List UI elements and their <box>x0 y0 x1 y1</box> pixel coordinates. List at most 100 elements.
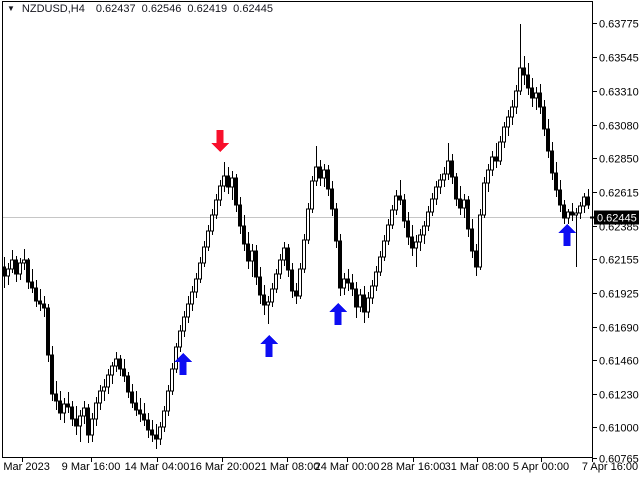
candle-down[interactable] <box>526 74 530 89</box>
candle-up[interactable] <box>6 268 10 277</box>
candle-down[interactable] <box>262 294 266 306</box>
candle-down[interactable] <box>130 391 134 404</box>
candle-up[interactable] <box>478 214 482 268</box>
symbol-dropdown-icon[interactable]: ▼ <box>7 4 15 13</box>
candle-down[interactable] <box>458 198 462 209</box>
candle-down[interactable] <box>294 290 298 297</box>
candle-up[interactable] <box>90 418 94 436</box>
candle-up[interactable] <box>342 278 346 289</box>
candle-down[interactable] <box>126 375 130 393</box>
candle-down[interactable] <box>154 434 158 440</box>
candle-up[interactable] <box>302 239 306 270</box>
candle-down[interactable] <box>330 188 334 210</box>
candle-down[interactable] <box>558 189 562 206</box>
candle-up[interactable] <box>222 175 226 187</box>
candle-down[interactable] <box>338 240 342 289</box>
candle-up[interactable] <box>446 160 450 175</box>
candle-down[interactable] <box>14 259 18 275</box>
candle-up[interactable] <box>206 230 210 248</box>
candle-down[interactable] <box>346 278 350 284</box>
candle-up[interactable] <box>210 214 214 232</box>
candle-up[interactable] <box>270 288 274 303</box>
candle-down[interactable] <box>562 204 566 219</box>
candle-down[interactable] <box>238 204 242 227</box>
candle-up[interactable] <box>214 199 218 216</box>
candle-up[interactable] <box>578 205 582 214</box>
candle-up[interactable] <box>170 368 174 392</box>
candle-up[interactable] <box>198 262 202 280</box>
candle-down[interactable] <box>350 282 354 290</box>
candle-up[interactable] <box>430 198 434 213</box>
candle-down[interactable] <box>450 160 454 178</box>
candle-up[interactable] <box>18 262 22 275</box>
candle-down[interactable] <box>554 172 558 191</box>
candle-up[interactable] <box>506 116 510 128</box>
candle-up[interactable] <box>282 247 286 261</box>
candle-up[interactable] <box>386 224 390 242</box>
candle-up[interactable] <box>158 426 162 440</box>
candle-up[interactable] <box>186 303 190 318</box>
candle-up[interactable] <box>314 166 318 182</box>
candle-up[interactable] <box>438 179 442 188</box>
candle-up[interactable] <box>502 126 506 143</box>
candle-down[interactable] <box>70 406 74 420</box>
candle-down[interactable] <box>570 211 574 216</box>
candle-down[interactable] <box>30 281 34 289</box>
candle-up[interactable] <box>202 246 206 264</box>
candle-up[interactable] <box>518 67 522 92</box>
candle-down[interactable] <box>42 303 46 309</box>
candle-up[interactable] <box>10 259 14 270</box>
candle-down[interactable] <box>334 208 338 242</box>
candle-up[interactable] <box>82 407 86 417</box>
candle-down[interactable] <box>354 288 358 308</box>
candle-down[interactable] <box>66 403 70 408</box>
candle-down[interactable] <box>466 199 470 230</box>
candle-down[interactable] <box>538 92 542 108</box>
candle-up[interactable] <box>322 169 326 179</box>
candle-down[interactable] <box>542 106 546 130</box>
candle-down[interactable] <box>54 393 58 402</box>
candle-down[interactable] <box>406 220 410 238</box>
sell-arrow-marker[interactable] <box>211 130 229 152</box>
buy-arrow-marker[interactable] <box>329 303 347 325</box>
candle-up[interactable] <box>582 196 586 207</box>
candle-down[interactable] <box>150 429 154 436</box>
candle-down[interactable] <box>530 87 534 99</box>
candle-down[interactable] <box>242 225 246 245</box>
candle-down[interactable] <box>86 407 90 436</box>
candle-up[interactable] <box>298 268 302 297</box>
candle-down[interactable] <box>226 175 230 188</box>
candle-up[interactable] <box>22 259 26 264</box>
candle-down[interactable] <box>290 269 294 292</box>
candle-up[interactable] <box>162 410 166 428</box>
candle-down[interactable] <box>402 199 406 222</box>
candle-down[interactable] <box>74 418 78 427</box>
candle-up[interactable] <box>62 403 66 414</box>
candle-up[interactable] <box>102 386 106 392</box>
candle-up[interactable] <box>490 156 494 171</box>
candle-down[interactable] <box>546 128 550 152</box>
candle-down[interactable] <box>362 294 366 313</box>
candle-down[interactable] <box>494 156 498 162</box>
candle-up[interactable] <box>390 209 394 226</box>
candle-down[interactable] <box>38 300 42 305</box>
candle-up[interactable] <box>514 90 518 108</box>
candle-down[interactable] <box>50 354 54 395</box>
candle-up[interactable] <box>166 390 170 412</box>
candle-up[interactable] <box>462 199 466 209</box>
candle-up[interactable] <box>366 297 370 313</box>
candle-up[interactable] <box>178 330 182 348</box>
candle-up[interactable] <box>378 256 382 273</box>
candle-up[interactable] <box>266 301 270 306</box>
candle-up[interactable] <box>486 169 490 184</box>
candle-up[interactable] <box>306 208 310 241</box>
candle-up[interactable] <box>434 186 438 200</box>
candle-up[interactable] <box>110 365 114 376</box>
candle-down[interactable] <box>34 287 38 302</box>
candle-up[interactable] <box>442 173 446 181</box>
candle-up[interactable] <box>566 211 570 219</box>
candle-down[interactable] <box>410 236 414 249</box>
candle-up[interactable] <box>190 291 194 305</box>
candle-up[interactable] <box>510 106 514 118</box>
